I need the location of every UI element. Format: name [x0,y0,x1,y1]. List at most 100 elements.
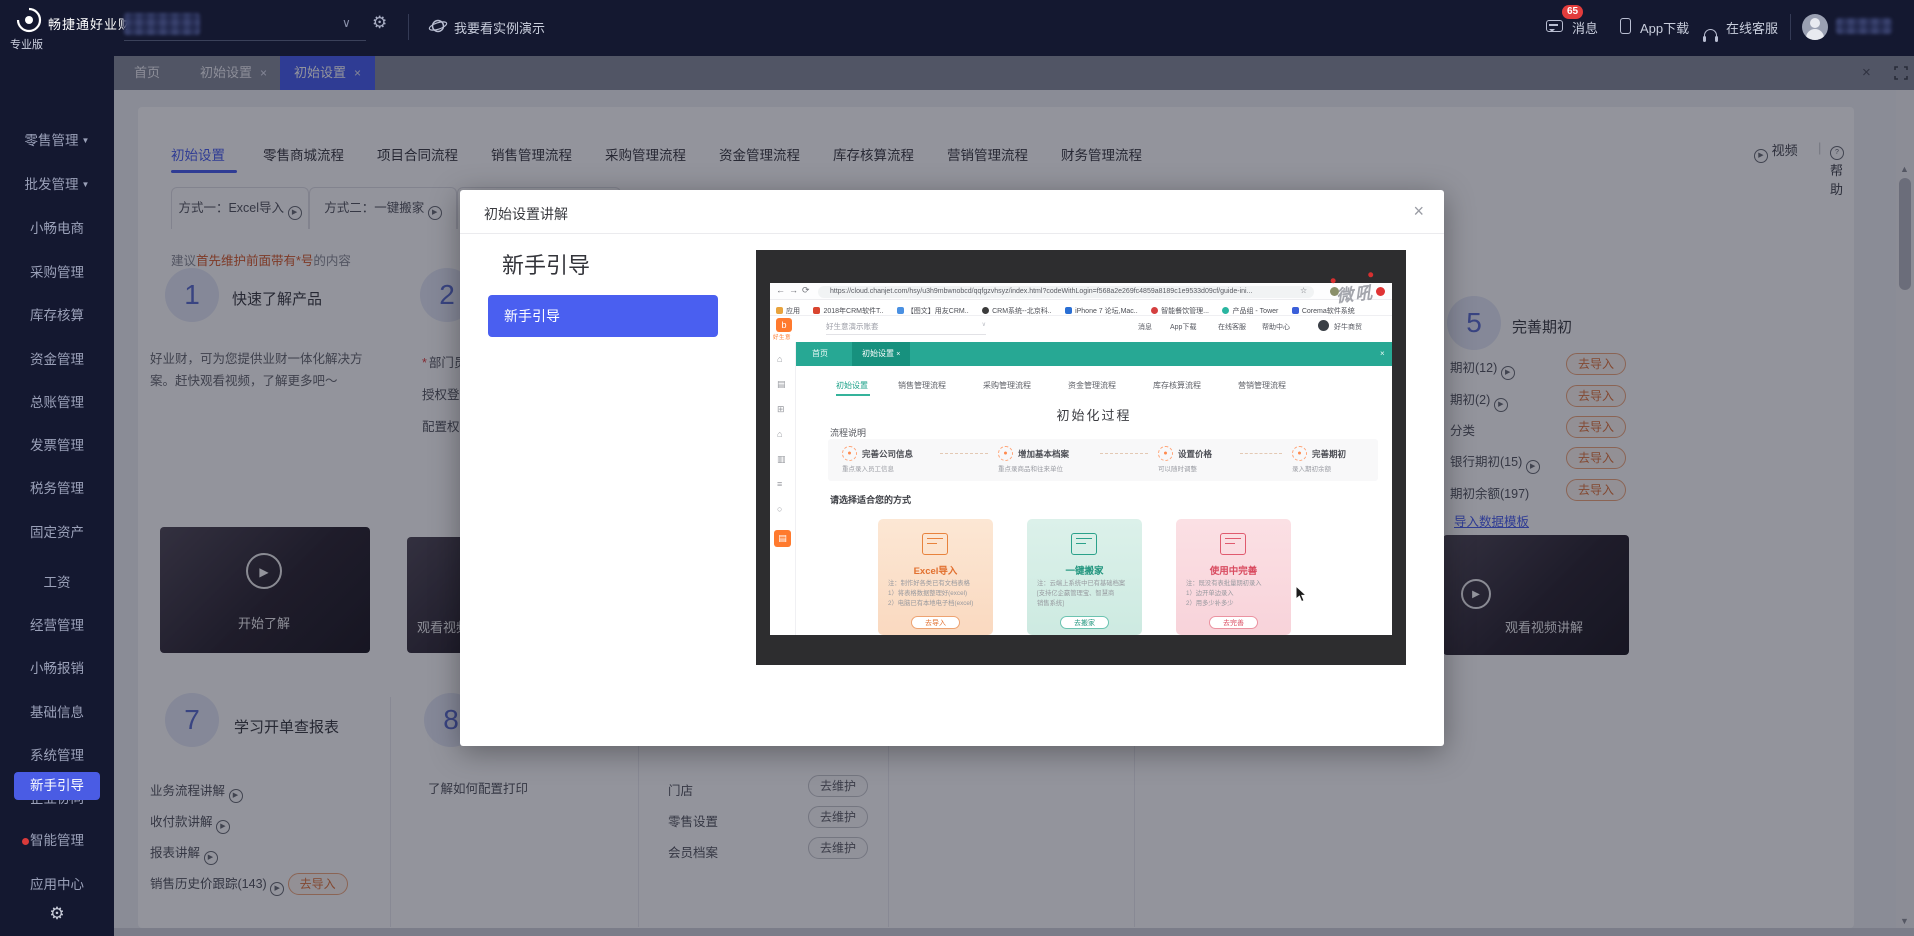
video-link[interactable]: ▶ 视频 [1754,140,1798,163]
maintain-button[interactable]: 去维护 [808,837,869,859]
inner-avatar [1318,320,1329,331]
go-move-button[interactable]: 去搬家 [1060,616,1109,629]
sidebar-item-wholesale[interactable]: 批发管理 ▼ [24,177,90,192]
flow-tab-project-contract[interactable]: 项目合同流程 [377,148,458,163]
flow-tab-purchase[interactable]: 采购管理流程 [605,148,686,163]
flow-tab-marketing[interactable]: 营销管理流程 [947,148,1028,163]
flow-tab-sales[interactable]: 销售管理流程 [491,148,572,163]
close-icon[interactable]: × [1413,201,1424,221]
close-icon[interactable]: × [260,66,268,80]
caret-down-icon: ▼ [81,180,90,189]
card2-item-perms[interactable]: 配置权限 [422,420,473,434]
sidebar-item-ledger[interactable]: 总账管理 [30,395,84,410]
tab-initial-setup-2[interactable]: 初始设置 × [280,56,376,90]
go-import-button[interactable]: 去导入 [911,616,960,629]
maintain-button[interactable]: 去维护 [808,775,869,797]
sidebar-item-smart-mgmt[interactable]: 智能管理 [30,833,84,848]
scrollbar-thumb[interactable] [1899,178,1911,290]
sidebar-item-operation[interactable]: 经营管理 [30,618,84,633]
help-link[interactable]: ? 帮助 [1830,140,1854,198]
flow-tab-finance[interactable]: 财务管理流程 [1061,148,1142,163]
option-excel-import[interactable]: Excel导入 注：制作好各类已有文档表格 1）将表格数据整理好(excel) 2）… [878,519,993,635]
play-icon[interactable]: ▶ [228,789,243,803]
card7-item-flow[interactable]: 业务流程讲解 ▶ [150,780,243,803]
newbie-guide-button[interactable]: 新手引导 [488,295,718,337]
flow-tab-funds[interactable]: 资金管理流程 [719,148,800,163]
play-icon[interactable]: ▶ [216,820,230,834]
import-button[interactable]: 去导入 [1566,479,1627,501]
play-icon[interactable]: ▶ [1461,579,1491,609]
method-tab-excel[interactable]: 方式一：Excel导入 ▶ [171,187,309,229]
go-complete-button[interactable]: 去完善 [1209,616,1258,629]
card5-video-label: 观看视频讲解 [1505,620,1584,635]
sidebar-item-inventory[interactable]: 库存核算 [30,308,84,323]
messages-icon[interactable] [1546,20,1563,32]
play-icon[interactable]: ▶ [270,882,285,896]
fullscreen-icon[interactable] [1894,66,1908,80]
company-name-redacted[interactable] [124,13,200,35]
sidebar-item-basic-info[interactable]: 基础信息 [30,705,84,720]
active-tab-underline [171,170,237,173]
play-icon[interactable]: ▶ [1493,398,1508,412]
play-icon[interactable]: ▶ [287,206,302,220]
card5-video-thumbnail[interactable]: ▶ 观看视频讲解 [1443,535,1629,655]
import-template-link[interactable]: 导入数据模板 [1454,515,1530,529]
sidebar-item-tax[interactable]: 税务管理 [30,481,84,496]
option-one-key-move[interactable]: 一键搬家 注：云端上系统中已有基础档案 [支持亿企赢管理宝、智慧商 销售系统] 去搬… [1027,519,1142,635]
import-button[interactable]: 去导入 [1566,416,1627,438]
card1-video-thumbnail[interactable]: ▶ 开始了解 [160,527,370,653]
sidebar-item-newbie-guide[interactable]: 新手引导 [14,772,100,800]
import-button[interactable]: 去导入 [1566,353,1627,375]
sidebar-item-fixed-assets[interactable]: 固定资产 [30,525,84,540]
tab-home[interactable]: 首页 [134,65,161,80]
user-avatar[interactable] [1802,14,1828,40]
card7-item-payment[interactable]: 收付款讲解 ▶ [150,811,230,834]
import-button[interactable]: 去导入 [1566,385,1627,407]
scroll-down-icon[interactable]: ▼ [1900,916,1909,926]
chevron-down-icon[interactable]: ∨ [342,16,351,30]
import-button[interactable]: 去导入 [287,873,348,895]
play-icon[interactable]: ▶ [246,553,282,589]
tab-initial-setup-1[interactable]: 初始设置 × [200,65,268,80]
method-tab-move[interactable]: 方式二：一键搬家 ▶ [309,187,457,229]
flow-tab-initial-setup[interactable]: 初始设置 [171,148,225,163]
sidebar-item-ecommerce[interactable]: 小畅电商 [30,221,84,236]
sidebar-item-retail[interactable]: 零售管理 ▼ [24,133,90,148]
gear-icon[interactable]: ⚙ [372,13,388,32]
scrollbar-track[interactable] [1896,90,1914,936]
flow-tab-retail-mall[interactable]: 零售商城流程 [263,148,344,163]
card7-item-history[interactable]: 销售历史价跟踪(143) ▶ 去导入 [150,873,348,896]
bookmark: CRM系统--北京科.. [982,304,1052,320]
import-button[interactable]: 去导入 [1566,447,1627,469]
messages-label[interactable]: 消息 [1572,21,1599,36]
option-complete-in-use[interactable]: 使用中完善 注：既没有表批量期初录入 1）边开单边录入 2）用多少补多少 去完善 [1176,519,1291,635]
sidebar-item-salary[interactable]: 工资 [43,575,71,590]
sidebar-item-system[interactable]: 系统管理 [30,748,84,763]
play-icon[interactable]: ▶ [1500,366,1515,380]
flow-tab-inventory[interactable]: 库存核算流程 [833,148,914,163]
sidebar-item-funds[interactable]: 资金管理 [30,352,84,367]
sidebar-item-app-center[interactable]: 应用中心 [30,877,84,892]
sidebar-item-reimburse[interactable]: 小畅报销 [30,661,84,676]
close-all-icon[interactable]: × [1862,64,1871,81]
sidebar-item-purchase[interactable]: 采购管理 [30,265,84,280]
maintain-button[interactable]: 去维护 [808,806,869,828]
bookmark: iPhone 7 论坛,Mac.. [1065,304,1138,320]
bookmark: 产品组 - Tower [1222,304,1278,320]
chevron-down-icon: ∨ [981,322,986,328]
maintain-row-store: 门店 [668,784,694,798]
card7-item-report[interactable]: 报表讲解 ▶ [150,842,218,865]
sidebar-gear-icon[interactable]: ⚙ [49,904,65,923]
play-icon[interactable]: ▶ [1525,460,1540,474]
scroll-up-icon[interactable]: ▲ [1900,164,1909,174]
online-support-label[interactable]: 在线客服 [1726,21,1779,36]
play-icon[interactable]: ▶ [203,851,218,865]
app-download-icon[interactable] [1620,18,1631,34]
demo-link[interactable]: 我要看实例演示 [454,21,546,36]
close-icon[interactable]: × [354,66,362,80]
play-icon[interactable]: ▶ [427,206,442,220]
demo-planet-icon[interactable] [428,17,448,35]
sidebar-item-invoice[interactable]: 发票管理 [30,438,84,453]
app-download-label[interactable]: App下载 [1640,21,1690,36]
support-headset-icon[interactable] [1703,29,1718,42]
